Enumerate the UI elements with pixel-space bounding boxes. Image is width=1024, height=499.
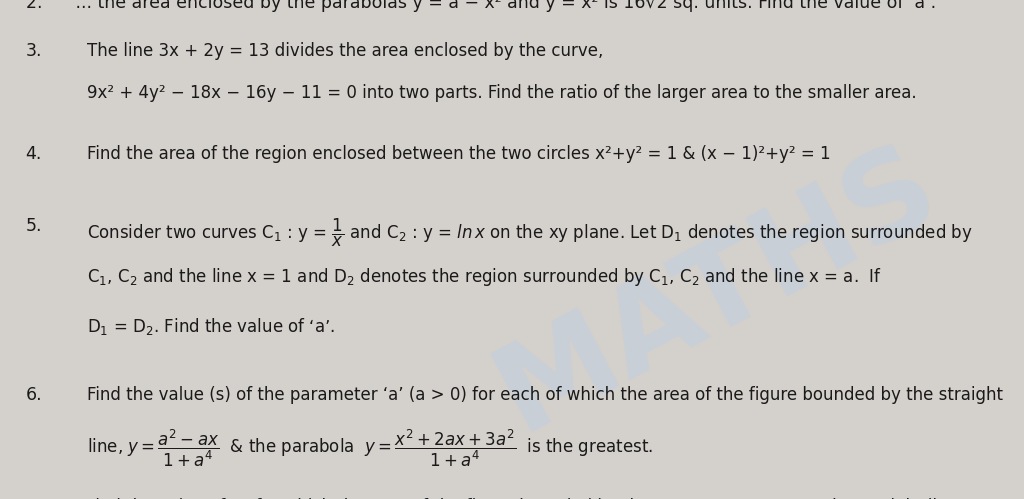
Text: Find the value of ‘c’ for which the area of the figure bounded by the curve, y =: Find the value of ‘c’ for which the area… xyxy=(87,498,1000,499)
Text: 9x² + 4y² − 18x − 16y − 11 = 0 into two parts. Find the ratio of the larger area: 9x² + 4y² − 18x − 16y − 11 = 0 into two … xyxy=(87,84,916,102)
Text: 3.: 3. xyxy=(26,42,42,60)
Text: Consider two curves C$_1$ : y = $\dfrac{1}{x}$ and C$_2$ : y = $\it{ln}\,x$ on t: Consider two curves C$_1$ : y = $\dfrac{… xyxy=(87,217,973,249)
Text: 7.: 7. xyxy=(26,498,42,499)
Text: line, $y=\dfrac{a^2-ax}{1+a^4}$  & the parabola  $y=\dfrac{x^2+2ax+3a^2}{1+a^4}$: line, $y=\dfrac{a^2-ax}{1+a^4}$ & the pa… xyxy=(87,428,653,469)
Text: The line 3x + 2y = 13 divides the area enclosed by the curve,: The line 3x + 2y = 13 divides the area e… xyxy=(87,42,603,60)
Text: D$_1$ = D$_2$. Find the value of ‘a’.: D$_1$ = D$_2$. Find the value of ‘a’. xyxy=(87,316,335,337)
Text: 5.: 5. xyxy=(26,217,42,235)
Text: 4.: 4. xyxy=(26,145,42,163)
Text: 2.      ... the area enclosed by the parabolas y = a − x² and y = x² is 16√2 sq.: 2. ... the area enclosed by the parabola… xyxy=(26,0,936,12)
Text: Find the area of the region enclosed between the two circles x²+y² = 1 & (x − 1): Find the area of the region enclosed bet… xyxy=(87,145,830,163)
Text: C$_1$, C$_2$ and the line x = 1 and D$_2$ denotes the region surrounded by C$_1$: C$_1$, C$_2$ and the line x = 1 and D$_2… xyxy=(87,266,882,288)
Text: MATHS: MATHS xyxy=(477,125,956,454)
Text: Find the value (s) of the parameter ‘a’ (a > 0) for each of which the area of th: Find the value (s) of the parameter ‘a’ … xyxy=(87,386,1004,404)
Text: 6.: 6. xyxy=(26,386,42,404)
